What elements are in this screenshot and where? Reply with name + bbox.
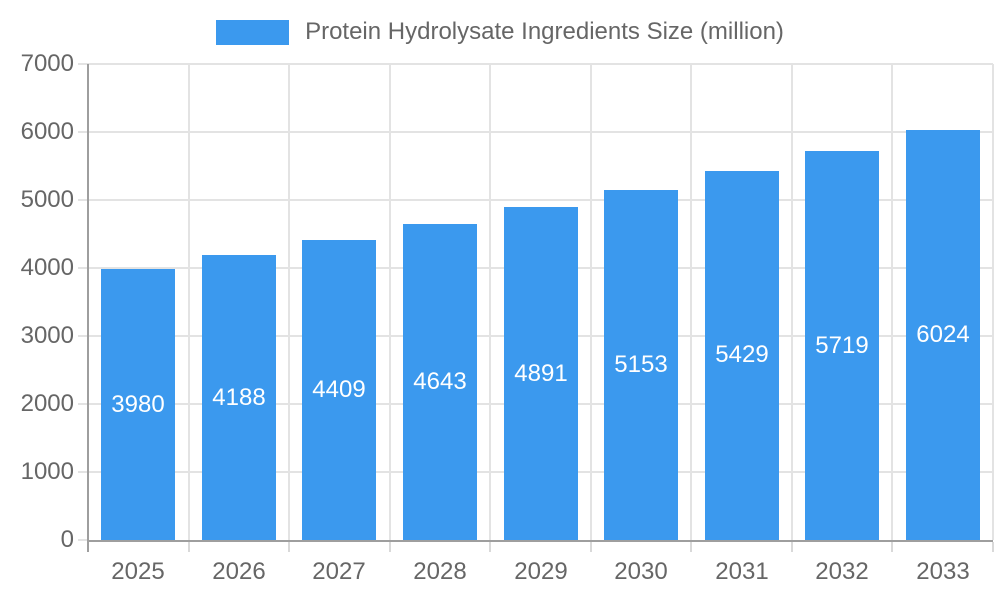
x-axis-tick xyxy=(590,542,592,552)
x-axis-label: 2029 xyxy=(514,558,568,585)
y-axis-label: 1000 xyxy=(20,458,74,485)
x-axis-line xyxy=(88,540,993,542)
x-axis-tick xyxy=(87,542,89,552)
y-axis-tick xyxy=(78,335,88,337)
gridline-vertical xyxy=(690,64,692,540)
gridline-vertical xyxy=(992,64,994,540)
bar-2030[interactable] xyxy=(604,190,678,540)
gridline-vertical xyxy=(188,64,190,540)
bar-2032[interactable] xyxy=(805,151,879,540)
bar-2033[interactable] xyxy=(906,130,980,540)
bar-2028[interactable] xyxy=(403,224,477,540)
bar-2025[interactable] xyxy=(101,269,175,540)
gridline-vertical xyxy=(891,64,893,540)
y-axis-line xyxy=(87,64,89,542)
y-axis-tick xyxy=(78,63,88,65)
x-axis-tick xyxy=(389,542,391,552)
x-axis-tick xyxy=(992,542,994,552)
chart-legend[interactable]: Protein Hydrolysate Ingredients Size (mi… xyxy=(0,10,1000,54)
y-axis-tick xyxy=(78,131,88,133)
y-axis-tick xyxy=(78,471,88,473)
y-axis-label: 0 xyxy=(60,526,74,553)
gridline-vertical xyxy=(791,64,793,540)
x-axis-tick xyxy=(489,542,491,552)
x-axis-label: 2031 xyxy=(715,558,769,585)
bar-2029[interactable] xyxy=(504,207,578,540)
y-axis-label: 6000 xyxy=(20,118,74,145)
y-axis-label: 3000 xyxy=(20,322,74,349)
y-axis-label: 7000 xyxy=(20,50,74,77)
gridline-horizontal xyxy=(88,63,993,65)
gridline-vertical xyxy=(288,64,290,540)
x-axis-tick xyxy=(188,542,190,552)
gridline-vertical xyxy=(389,64,391,540)
x-axis-tick xyxy=(690,542,692,552)
gridline-horizontal xyxy=(88,199,993,201)
x-axis-tick xyxy=(791,542,793,552)
x-axis-label: 2028 xyxy=(413,558,467,585)
x-axis-label: 2026 xyxy=(212,558,266,585)
bar-2031[interactable] xyxy=(705,171,779,540)
legend-label: Protein Hydrolysate Ingredients Size (mi… xyxy=(305,18,784,45)
y-axis-label: 2000 xyxy=(20,390,74,417)
gridline-vertical xyxy=(489,64,491,540)
y-axis-label: 4000 xyxy=(20,254,74,281)
bar-2027[interactable] xyxy=(302,240,376,540)
y-axis-tick xyxy=(78,539,88,541)
bar-2026[interactable] xyxy=(202,255,276,540)
x-axis-label: 2030 xyxy=(614,558,668,585)
y-axis-label: 5000 xyxy=(20,186,74,213)
x-axis-label: 2033 xyxy=(916,558,970,585)
x-axis-tick xyxy=(288,542,290,552)
y-axis-tick xyxy=(78,403,88,405)
x-axis-tick xyxy=(891,542,893,552)
y-axis-tick xyxy=(78,199,88,201)
y-axis-tick xyxy=(78,267,88,269)
gridline-vertical xyxy=(590,64,592,540)
x-axis-label: 2027 xyxy=(312,558,366,585)
x-axis-label: 2032 xyxy=(815,558,869,585)
x-axis-label: 2025 xyxy=(111,558,165,585)
gridline-horizontal xyxy=(88,131,993,133)
legend-swatch xyxy=(216,19,290,45)
